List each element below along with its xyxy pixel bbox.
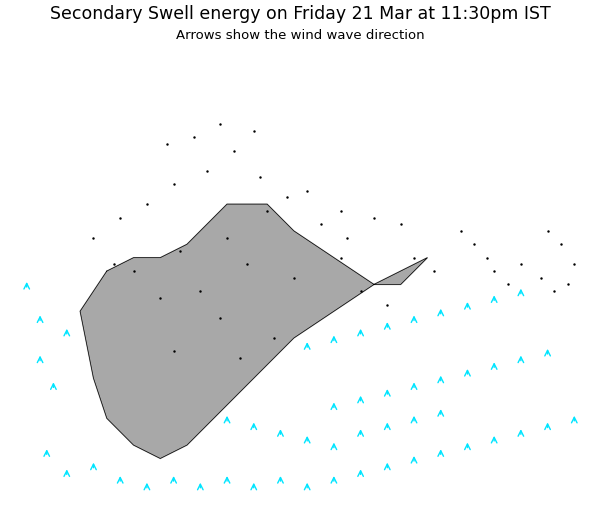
Text: Secondary Swell energy on Friday 21 Mar at 11:30pm IST: Secondary Swell energy on Friday 21 Mar … xyxy=(50,5,551,23)
Polygon shape xyxy=(80,204,427,458)
Text: Arrows show the wind wave direction: Arrows show the wind wave direction xyxy=(176,29,425,42)
